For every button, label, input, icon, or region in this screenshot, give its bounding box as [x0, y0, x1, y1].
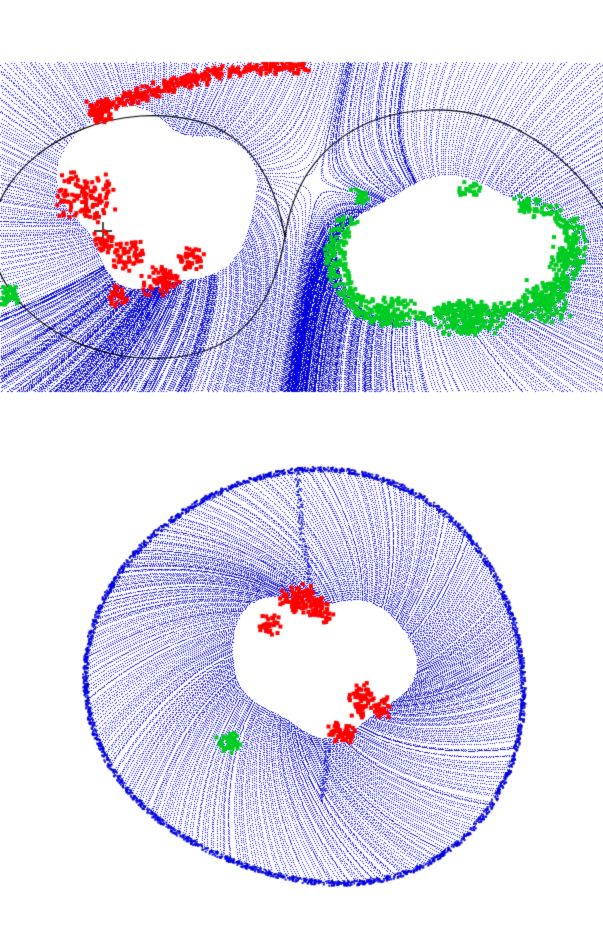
field-line-figure [0, 0, 603, 927]
figure-page [0, 0, 603, 927]
field-line-canvas [0, 0, 603, 927]
